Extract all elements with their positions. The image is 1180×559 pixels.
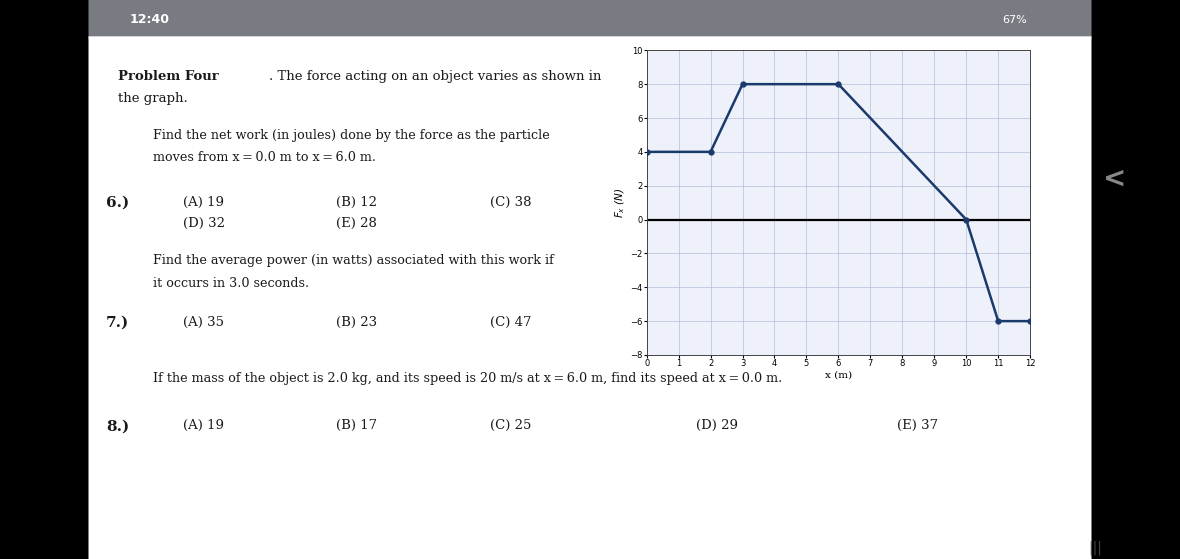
Text: (C) 47: (C) 47 xyxy=(490,316,531,329)
Text: Find the average power (in watts) associated with this work if: Find the average power (in watts) associ… xyxy=(153,254,555,267)
Text: (B) 17: (B) 17 xyxy=(336,419,378,432)
Text: (B) 23: (B) 23 xyxy=(336,316,378,329)
Text: (E) 28: (E) 28 xyxy=(336,217,378,230)
Text: <: < xyxy=(1103,165,1127,193)
Text: 12:40: 12:40 xyxy=(130,13,170,26)
Text: Problem Four: Problem Four xyxy=(118,70,218,83)
Text: (A) 19: (A) 19 xyxy=(183,196,224,209)
Text: it occurs in 3.0 seconds.: it occurs in 3.0 seconds. xyxy=(153,277,309,290)
Text: (D) 29: (D) 29 xyxy=(696,419,739,432)
Text: 6.): 6.) xyxy=(106,196,130,210)
Text: moves from x = 0.0 m to x = 6.0 m.: moves from x = 0.0 m to x = 6.0 m. xyxy=(153,151,376,164)
Text: (C) 38: (C) 38 xyxy=(490,196,531,209)
FancyBboxPatch shape xyxy=(88,0,1092,39)
X-axis label: x (m): x (m) xyxy=(825,371,852,380)
Text: 7.): 7.) xyxy=(106,316,130,330)
Text: (C) 25: (C) 25 xyxy=(490,419,531,432)
Text: If the mass of the object is 2.0 kg, and its speed is 20 m/s at x = 6.0 m, find : If the mass of the object is 2.0 kg, and… xyxy=(153,372,782,385)
Text: 67%: 67% xyxy=(1002,15,1027,25)
Text: (B) 12: (B) 12 xyxy=(336,196,378,209)
FancyBboxPatch shape xyxy=(88,36,1092,559)
Text: (D) 13: (D) 13 xyxy=(696,316,739,329)
Text: the graph.: the graph. xyxy=(118,92,188,105)
Text: (E) 19: (E) 19 xyxy=(897,316,938,329)
Text: (D) 32: (D) 32 xyxy=(183,217,225,230)
Text: 8.): 8.) xyxy=(106,419,130,433)
Text: Find the net work (in joules) done by the force as the particle: Find the net work (in joules) done by th… xyxy=(153,129,550,141)
Text: (A) 35: (A) 35 xyxy=(183,316,224,329)
Y-axis label: $F_x$ (N): $F_x$ (N) xyxy=(614,187,628,218)
Text: (E) 37: (E) 37 xyxy=(897,419,938,432)
Text: (A) 19: (A) 19 xyxy=(183,419,224,432)
Text: . The force acting on an object varies as shown in: . The force acting on an object varies a… xyxy=(269,70,602,83)
Text: |||: ||| xyxy=(1088,541,1102,555)
